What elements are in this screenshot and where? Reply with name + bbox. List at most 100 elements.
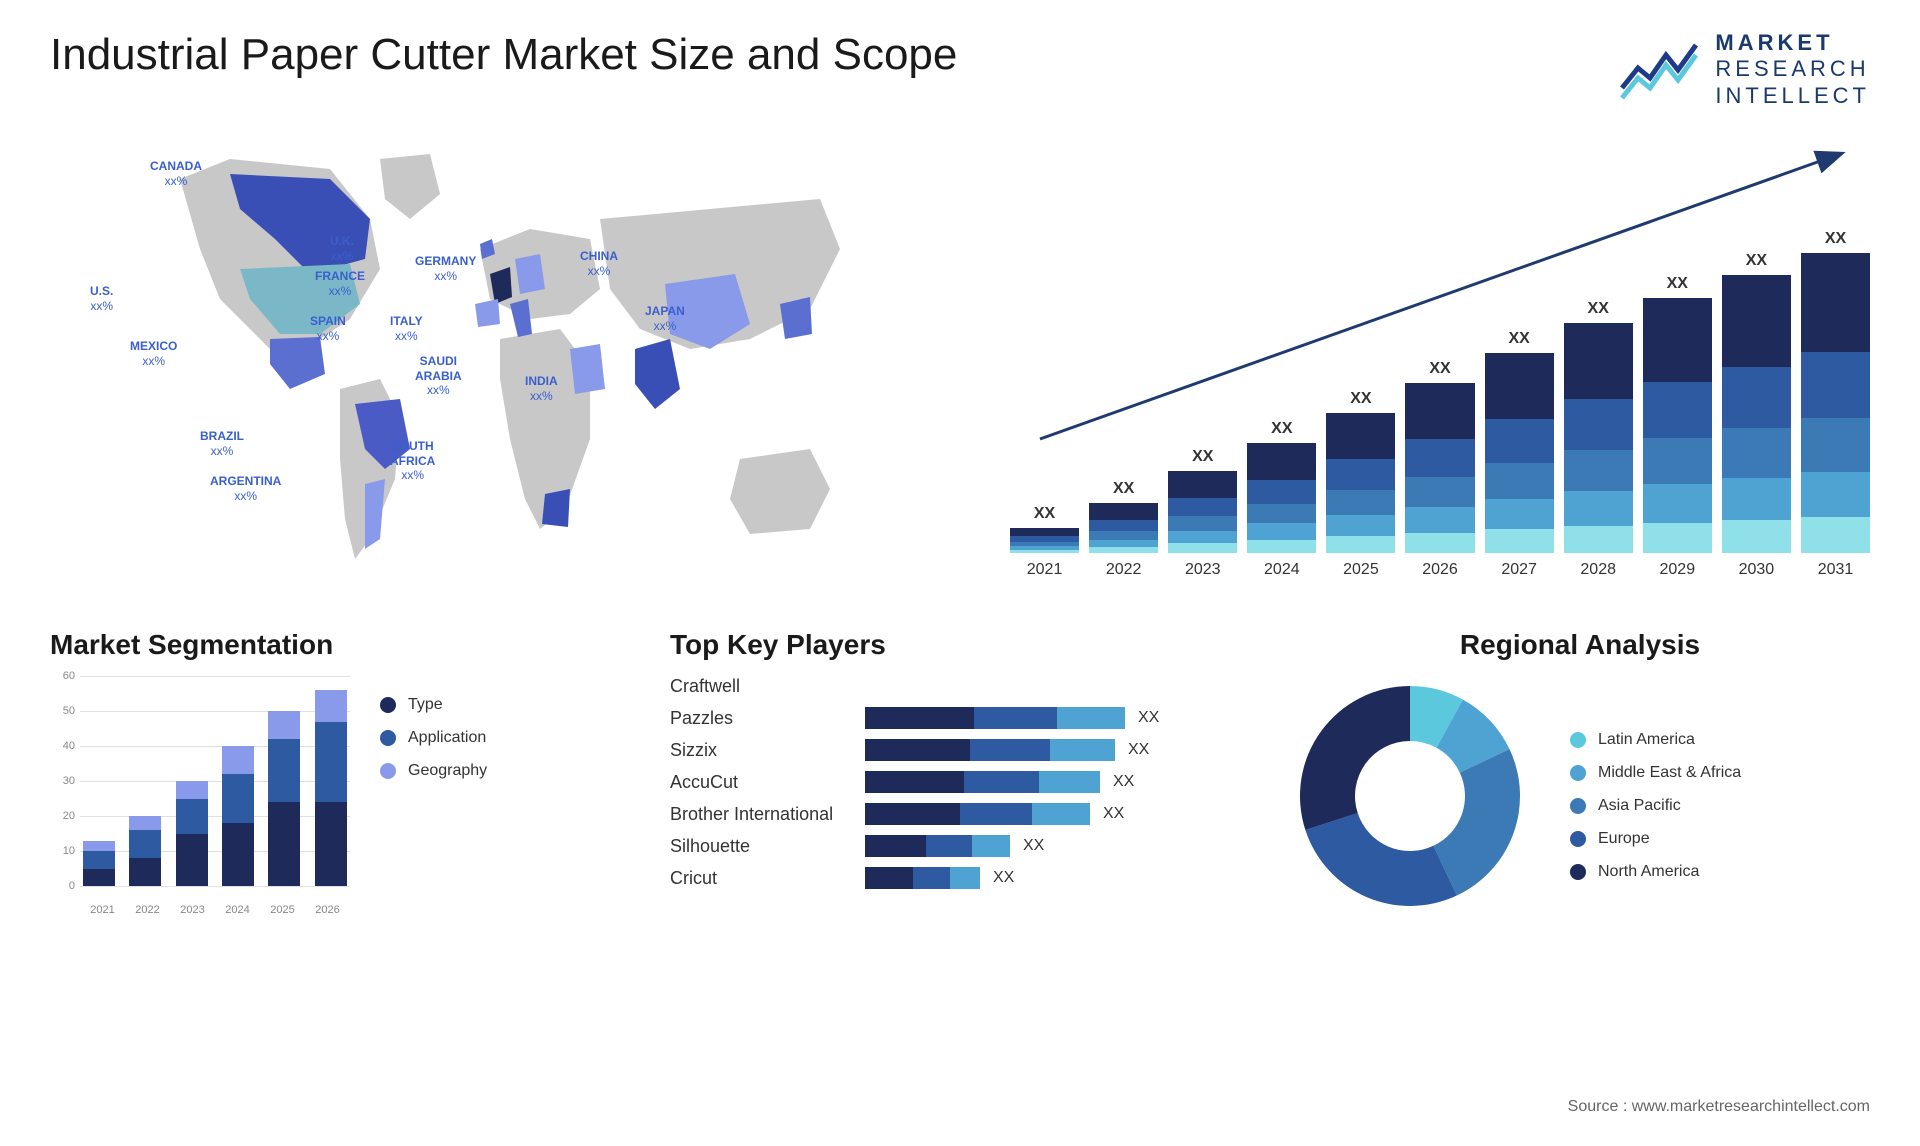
donut-slice (1300, 686, 1410, 830)
logo-text-1: MARKET (1715, 30, 1870, 56)
growth-bar-segment (1643, 298, 1712, 382)
growth-bar: XX2030 (1722, 252, 1791, 579)
segmentation-bar-segment (222, 774, 254, 823)
map-label: U.S.xx% (90, 284, 113, 313)
growth-bar-segment (1247, 480, 1316, 504)
logo-icon (1620, 40, 1700, 100)
growth-year-label: 2022 (1106, 561, 1142, 579)
growth-bar-segment (1564, 491, 1633, 526)
segmentation-bar-segment (83, 851, 115, 869)
player-name: Silhouette (670, 836, 860, 857)
growth-bar-segment (1168, 543, 1237, 553)
legend-label: Asia Pacific (1598, 797, 1681, 815)
segmentation-year-label: 2024 (222, 904, 254, 916)
page-title: Industrial Paper Cutter Market Size and … (50, 30, 957, 80)
player-bar-segment (974, 707, 1057, 729)
growth-bar-segment (1643, 523, 1712, 554)
growth-year-label: 2029 (1660, 561, 1696, 579)
growth-bar-label: XX (1271, 420, 1292, 438)
growth-year-label: 2023 (1185, 561, 1221, 579)
growth-bar-segment (1801, 418, 1870, 472)
segmentation-bar-segment (176, 799, 208, 834)
legend-label: North America (1598, 863, 1699, 881)
donut-slice (1305, 813, 1456, 906)
growth-bar-segment (1326, 490, 1395, 515)
map-label: SPAINxx% (310, 314, 346, 343)
player-bar-segment (865, 867, 913, 889)
regional-title: Regional Analysis (1290, 629, 1870, 661)
segmentation-title: Market Segmentation (50, 629, 630, 661)
regional-donut (1290, 676, 1530, 916)
growth-year-label: 2028 (1580, 561, 1616, 579)
growth-bar-segment (1326, 515, 1395, 536)
player-bar (865, 739, 1115, 761)
map-japan (780, 297, 812, 339)
player-bar-segment (960, 803, 1032, 825)
growth-bar: XX 2029 (1643, 275, 1712, 579)
segmentation-panel: Market Segmentation 0102030405060 202120… (50, 629, 630, 916)
map-label: U.K.xx% (330, 234, 354, 263)
player-row: SilhouetteXX (670, 835, 1250, 857)
segmentation-year-label: 2026 (312, 904, 344, 916)
growth-bar-segment (1089, 540, 1158, 548)
growth-bar-segment (1564, 526, 1633, 554)
legend-label: Europe (1598, 830, 1650, 848)
growth-bar: XX2026 (1405, 360, 1474, 579)
player-name: Craftwell (670, 676, 860, 697)
growth-bar-segment (1247, 443, 1316, 479)
segmentation-bar (129, 816, 161, 886)
growth-bar-segment (1722, 367, 1791, 428)
legend-label: Middle East & Africa (1598, 764, 1741, 782)
legend-dot (1570, 798, 1586, 814)
logo: MARKET RESEARCH INTELLECT (1620, 30, 1870, 109)
growth-year-label: 2024 (1264, 561, 1300, 579)
growth-year-label: 2027 (1501, 561, 1537, 579)
segmentation-bar-segment (315, 802, 347, 886)
growth-bar-segment (1326, 536, 1395, 553)
segmentation-bar (83, 841, 115, 887)
map-safrica (542, 489, 570, 527)
map-label: ITALYxx% (390, 314, 423, 343)
growth-bar-label: XX (1667, 275, 1688, 293)
growth-bar: XX2022 (1089, 480, 1158, 579)
legend-item: Middle East & Africa (1570, 764, 1741, 782)
growth-bar-segment (1247, 504, 1316, 524)
player-bar-segment (964, 771, 1039, 793)
growth-bar-label: XX (1825, 230, 1846, 248)
segmentation-year-label: 2023 (177, 904, 209, 916)
player-name: Pazzles (670, 708, 860, 729)
map-label: ARGENTINAxx% (210, 474, 281, 503)
growth-bar-segment (1405, 383, 1474, 439)
map-svg (50, 139, 970, 579)
legend-item: Application (380, 729, 487, 747)
regional-legend: Latin America Middle East & Africa Asia Pa… (1570, 731, 1741, 881)
grid-line (80, 886, 350, 887)
growth-bar-segment (1801, 472, 1870, 517)
growth-bar: XX 2031 (1801, 230, 1870, 579)
players-title: Top Key Players (670, 629, 1250, 661)
legend-label: Latin America (1598, 731, 1695, 749)
growth-bar-segment (1643, 484, 1712, 522)
players-panel: Top Key Players CraftwellPazzlesXXSizzix… (670, 629, 1250, 916)
segmentation-bar (315, 690, 347, 886)
growth-year-label: 2031 (1818, 561, 1854, 579)
growth-bar-segment (1168, 516, 1237, 531)
legend-label: Geography (408, 762, 487, 780)
player-row: CricutXX (670, 867, 1250, 889)
map-label: INDIAxx% (525, 374, 558, 403)
growth-bar-label: XX (1034, 505, 1055, 523)
growth-bar-segment (1010, 528, 1079, 536)
segmentation-bar (222, 746, 254, 886)
legend-dot (380, 730, 396, 746)
segmentation-bar-segment (222, 823, 254, 886)
growth-bar-segment (1485, 353, 1554, 419)
world-map: CANADAxx%U.S.xx%MEXICOxx%BRAZILxx%ARGENT… (50, 139, 970, 579)
player-bar (865, 707, 1125, 729)
segmentation-bar-segment (129, 858, 161, 886)
map-label: CANADAxx% (150, 159, 202, 188)
player-bar (865, 835, 1010, 857)
growth-bar-segment (1564, 450, 1633, 491)
player-value: XX (1113, 773, 1153, 791)
player-value: XX (1138, 709, 1178, 727)
segmentation-legend: TypeApplicationGeography (380, 696, 487, 780)
